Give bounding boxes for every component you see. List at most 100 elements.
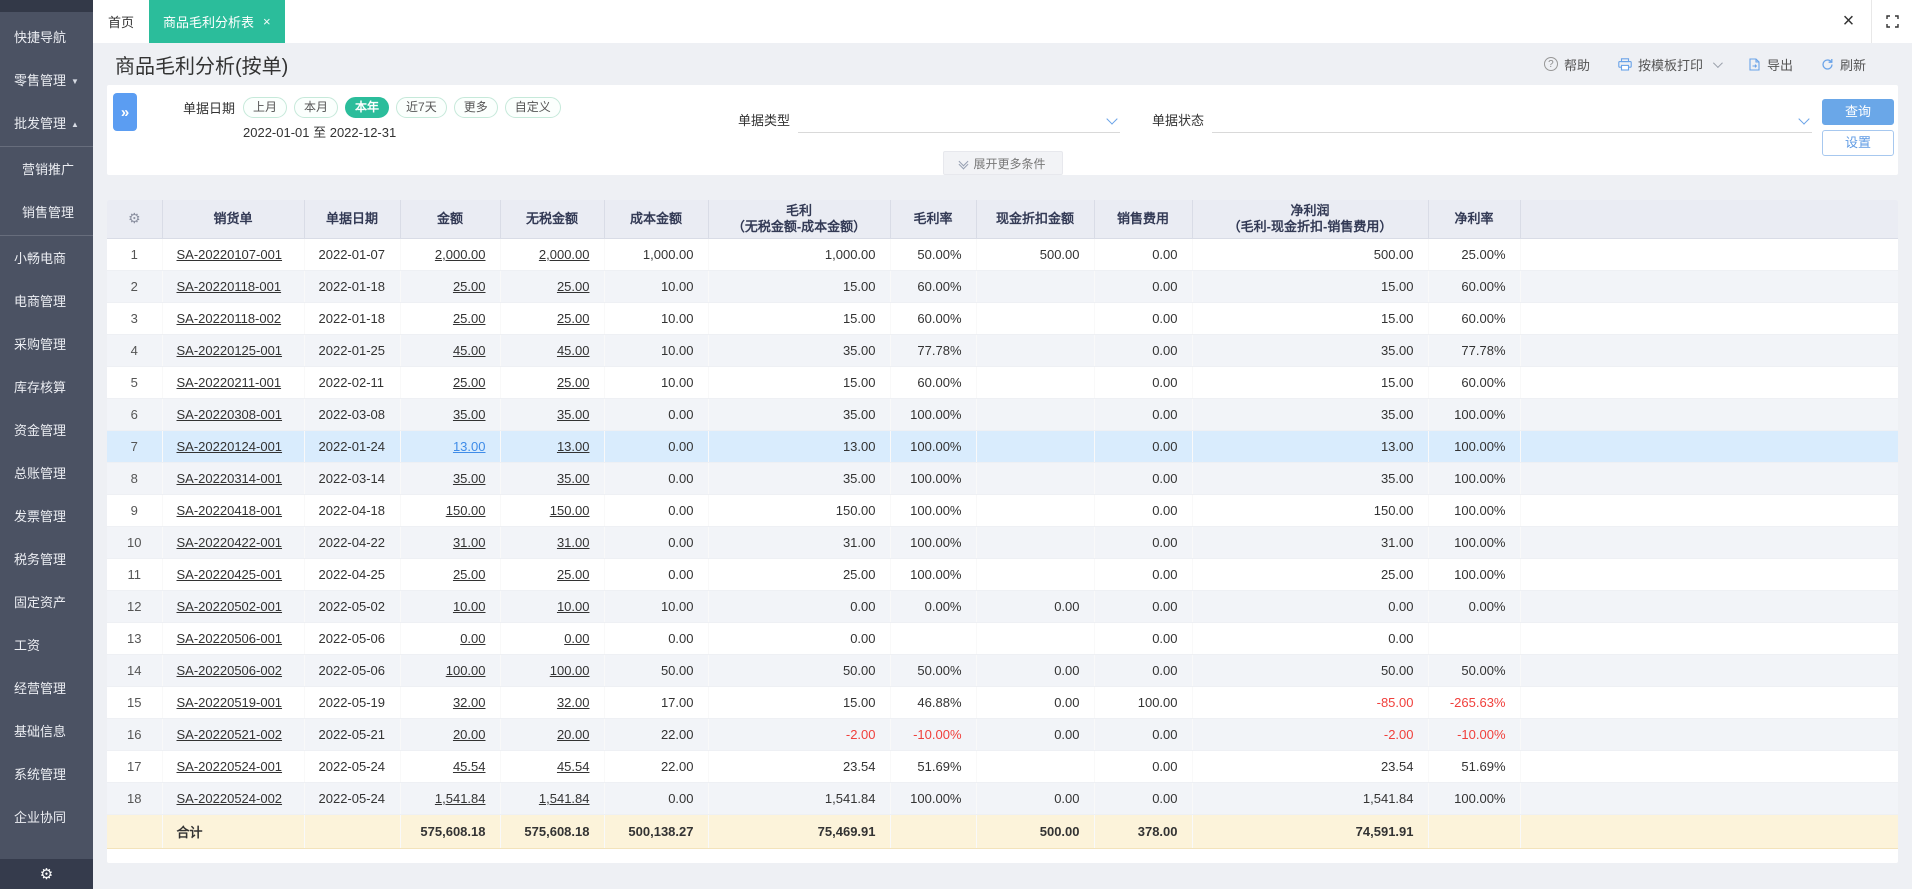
amount-link[interactable]: 20.00: [556, 726, 590, 742]
date-pill[interactable]: 本月: [294, 97, 339, 118]
table-row[interactable]: 18 SA-20220524-002 2022-05-24 1,541.84 1,541…: [107, 782, 1898, 815]
date-pill[interactable]: 本年: [345, 97, 390, 118]
amount-link[interactable]: 35.00: [556, 406, 590, 422]
amount-link[interactable]: 13.00: [452, 438, 486, 454]
amount-link[interactable]: 45.54: [556, 758, 590, 774]
order-link[interactable]: SA-20220506-002: [176, 662, 283, 678]
table-row[interactable]: 2 SA-20220118-001 2022-01-18 25.00 25.00 10.0…: [107, 270, 1898, 303]
search-button[interactable]: 查询: [1822, 99, 1894, 125]
order-link[interactable]: SA-20220125-001: [176, 342, 283, 358]
order-link[interactable]: SA-20220118-001: [176, 278, 282, 294]
amount-link[interactable]: 45.00: [452, 342, 486, 358]
order-link[interactable]: SA-20220124-001: [176, 438, 283, 454]
sidebar-item-17[interactable]: 系统管理: [14, 767, 67, 782]
amount-link[interactable]: 35.00: [452, 406, 486, 422]
table-row[interactable]: 17 SA-20220524-001 2022-05-24 45.54 45.54 22.…: [107, 750, 1898, 783]
amount-link[interactable]: 31.00: [452, 534, 486, 550]
order-link[interactable]: SA-20220418-001: [176, 502, 283, 518]
order-link[interactable]: SA-20220506-001: [176, 630, 283, 646]
order-link[interactable]: SA-20220314-001: [176, 470, 283, 486]
amount-link[interactable]: 45.54: [452, 758, 486, 774]
sidebar-item-6[interactable]: 电商管理: [14, 294, 67, 309]
amount-link[interactable]: 31.00: [556, 534, 590, 550]
export-button[interactable]: 导出: [1748, 55, 1793, 74]
sidebar-item-9[interactable]: 资金管理: [14, 423, 67, 438]
amount-link[interactable]: 25.00: [452, 278, 486, 294]
order-link[interactable]: SA-20220107-001: [176, 246, 283, 262]
order-link[interactable]: SA-20220422-001: [176, 534, 283, 550]
tab-home[interactable]: 首页: [93, 0, 149, 43]
table-row[interactable]: 4 SA-20220125-001 2022-01-25 45.00 45.00 10.0…: [107, 334, 1898, 367]
order-link[interactable]: SA-20220524-002: [176, 790, 283, 806]
amount-link[interactable]: 20.00: [452, 726, 486, 742]
amount-link[interactable]: 25.00: [452, 374, 486, 390]
amount-link[interactable]: 45.00: [556, 342, 590, 358]
order-link[interactable]: SA-20220308-001: [176, 406, 283, 422]
collapse-filter-button[interactable]: »: [113, 93, 137, 131]
amount-link[interactable]: 10.00: [452, 598, 486, 614]
print-by-template-button[interactable]: 按模板打印: [1618, 55, 1723, 74]
table-row[interactable]: 8 SA-20220314-001 2022-03-14 35.00 35.00 0.00…: [107, 462, 1898, 495]
sidebar-item-1[interactable]: 零售管理 ▼: [14, 73, 79, 88]
order-link[interactable]: SA-20220519-001: [176, 694, 283, 710]
tab-close-icon[interactable]: ×: [263, 14, 271, 29]
table-row[interactable]: 5 SA-20220211-001 2022-02-11 25.00 25.00 10.0…: [107, 366, 1898, 399]
date-pill[interactable]: 上月: [243, 97, 288, 118]
sidebar-item-8[interactable]: 库存核算: [14, 380, 67, 395]
table-row[interactable]: 11 SA-20220425-001 2022-04-25 25.00 25.00 0.0…: [107, 558, 1898, 591]
order-link[interactable]: SA-20220524-001: [176, 758, 283, 774]
amount-link[interactable]: 35.00: [556, 470, 590, 486]
table-row[interactable]: 15 SA-20220519-001 2022-05-19 32.00 32.00 17.…: [107, 686, 1898, 719]
sidebar-item-13[interactable]: 固定资产: [14, 595, 67, 610]
table-row[interactable]: 14 SA-20220506-002 2022-05-06 100.00 100.00 5…: [107, 654, 1898, 687]
amount-link[interactable]: 150.00: [549, 502, 590, 518]
expand-more-conditions-button[interactable]: 展开更多条件: [942, 151, 1063, 175]
amount-link[interactable]: 25.00: [556, 374, 590, 390]
sidebar-item-11[interactable]: 发票管理: [14, 509, 67, 524]
sidebar-item-12[interactable]: 税务管理: [14, 552, 67, 567]
help-button[interactable]: ? 帮助: [1543, 55, 1590, 74]
amount-link[interactable]: 1,541.84: [434, 790, 486, 806]
table-row[interactable]: 10 SA-20220422-001 2022-04-22 31.00 31.00 0.0…: [107, 526, 1898, 559]
refresh-button[interactable]: 刷新: [1821, 55, 1866, 74]
table-row[interactable]: 6 SA-20220308-001 2022-03-08 35.00 35.00 0.00…: [107, 398, 1898, 431]
order-link[interactable]: SA-20220521-002: [176, 726, 283, 742]
sidebar-item-3[interactable]: 营销推广: [22, 162, 75, 177]
sidebar-item-0[interactable]: 快捷导航: [14, 30, 67, 45]
amount-link[interactable]: 32.00: [452, 694, 486, 710]
settings-button[interactable]: 设置: [1822, 130, 1894, 156]
amount-link[interactable]: 0.00: [460, 630, 486, 646]
amount-link[interactable]: 25.00: [556, 310, 590, 326]
date-pill[interactable]: 更多: [453, 97, 498, 118]
order-link[interactable]: SA-20220118-002: [176, 310, 282, 326]
table-row[interactable]: 13 SA-20220506-001 2022-05-06 0.00 0.00 0.00 0…: [107, 622, 1898, 655]
order-link[interactable]: SA-20220211-001: [176, 374, 282, 390]
amount-link[interactable]: 1,541.84: [538, 790, 590, 806]
sidebar-item-4[interactable]: 销售管理: [22, 205, 75, 220]
sidebar-item-15[interactable]: 经营管理: [14, 681, 67, 696]
order-link[interactable]: SA-20220502-001: [176, 598, 283, 614]
doc-status-select[interactable]: [1212, 109, 1813, 133]
column-gear-icon[interactable]: ⚙: [127, 210, 141, 227]
table-row[interactable]: 7 SA-20220124-001 2022-01-24 13.00 13.00 0.00…: [107, 430, 1898, 463]
sidebar-item-10[interactable]: 总账管理: [14, 466, 67, 481]
amount-link[interactable]: 25.00: [452, 310, 486, 326]
sidebar-item-2[interactable]: 批发管理 ▲: [14, 116, 79, 131]
doc-type-select[interactable]: [798, 109, 1121, 133]
amount-link[interactable]: 25.00: [556, 278, 590, 294]
amount-link[interactable]: 35.00: [452, 470, 486, 486]
window-close-icon[interactable]: ×: [1826, 0, 1872, 43]
gear-icon[interactable]: ⚙: [39, 865, 54, 883]
fullscreen-icon[interactable]: [1872, 0, 1912, 43]
date-range-value[interactable]: 2022-01-01 至 2022-12-31: [243, 125, 397, 140]
amount-link[interactable]: 25.00: [556, 566, 590, 582]
sidebar-item-7[interactable]: 采购管理: [14, 337, 67, 352]
sidebar-item-14[interactable]: 工资: [14, 638, 41, 653]
amount-link[interactable]: 10.00: [556, 598, 590, 614]
amount-link[interactable]: 0.00: [564, 630, 590, 646]
date-pill[interactable]: 自定义: [504, 97, 561, 118]
table-row[interactable]: 9 SA-20220418-001 2022-04-18 150.00 150.00 0.…: [107, 494, 1898, 527]
amount-link[interactable]: 25.00: [452, 566, 486, 582]
table-row[interactable]: 16 SA-20220521-002 2022-05-21 20.00 20.00 22.…: [107, 718, 1898, 751]
date-pill[interactable]: 近7天: [396, 97, 447, 118]
